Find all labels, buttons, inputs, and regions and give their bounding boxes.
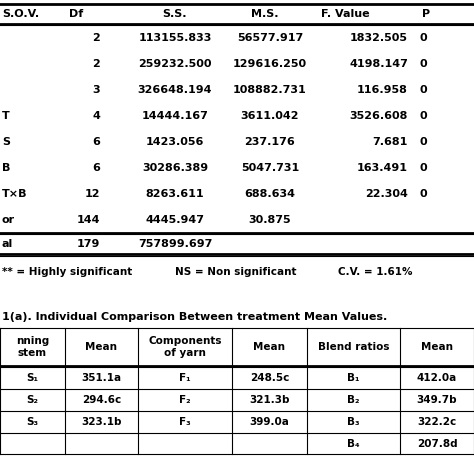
- Text: 294.6c: 294.6c: [82, 395, 121, 405]
- Text: Mean: Mean: [254, 342, 285, 352]
- Text: S.S.: S.S.: [163, 9, 187, 19]
- Text: 12: 12: [84, 189, 100, 199]
- Text: S₃: S₃: [27, 417, 38, 427]
- Text: 163.491: 163.491: [357, 163, 408, 173]
- Text: 1(a). Individual Comparison Between treatment Mean Values.: 1(a). Individual Comparison Between trea…: [2, 312, 387, 322]
- Text: 0: 0: [420, 85, 428, 95]
- Text: 7.681: 7.681: [373, 137, 408, 147]
- Text: M.S.: M.S.: [251, 9, 279, 19]
- Text: 108882.731: 108882.731: [233, 85, 307, 95]
- Text: 248.5c: 248.5c: [250, 373, 289, 383]
- Text: 179: 179: [77, 239, 100, 249]
- Text: 0: 0: [420, 111, 428, 121]
- Text: 56577.917: 56577.917: [237, 33, 303, 43]
- Text: 0: 0: [420, 59, 428, 69]
- Text: 3: 3: [92, 85, 100, 95]
- Text: 4: 4: [92, 111, 100, 121]
- Text: F. Value: F. Value: [321, 9, 370, 19]
- Text: C.V. = 1.61%: C.V. = 1.61%: [338, 267, 412, 277]
- Text: B: B: [2, 163, 10, 173]
- Text: nning
stem: nning stem: [16, 336, 49, 358]
- Text: 22.304: 22.304: [365, 189, 408, 199]
- Text: 30286.389: 30286.389: [142, 163, 208, 173]
- Text: P: P: [422, 9, 430, 19]
- Text: 399.0a: 399.0a: [250, 417, 290, 427]
- Text: 2: 2: [92, 33, 100, 43]
- Text: 207.8d: 207.8d: [417, 439, 457, 449]
- Text: 0: 0: [420, 33, 428, 43]
- Text: B₃: B₃: [347, 417, 360, 427]
- Text: 14444.167: 14444.167: [142, 111, 209, 121]
- Text: 8263.611: 8263.611: [146, 189, 204, 199]
- Text: 326648.194: 326648.194: [138, 85, 212, 95]
- Text: S₂: S₂: [27, 395, 38, 405]
- Text: 1832.505: 1832.505: [350, 33, 408, 43]
- Text: T×B: T×B: [2, 189, 27, 199]
- Text: F₂: F₂: [179, 395, 191, 405]
- Text: S: S: [2, 137, 10, 147]
- Text: 237.176: 237.176: [245, 137, 295, 147]
- Text: 4445.947: 4445.947: [146, 215, 204, 225]
- Text: Mean: Mean: [421, 342, 453, 352]
- Text: or: or: [2, 215, 15, 225]
- Text: Blend ratios: Blend ratios: [318, 342, 389, 352]
- Text: 3611.042: 3611.042: [241, 111, 299, 121]
- Text: S.O.V.: S.O.V.: [2, 9, 39, 19]
- Text: 688.634: 688.634: [245, 189, 295, 199]
- Text: 3526.608: 3526.608: [350, 111, 408, 121]
- Text: 5047.731: 5047.731: [241, 163, 299, 173]
- Text: T: T: [2, 111, 10, 121]
- Text: 412.0a: 412.0a: [417, 373, 457, 383]
- Text: 321.3b: 321.3b: [249, 395, 290, 405]
- Text: S₁: S₁: [27, 373, 38, 383]
- Text: 0: 0: [420, 163, 428, 173]
- Text: 2: 2: [92, 59, 100, 69]
- Text: 0: 0: [420, 189, 428, 199]
- Text: 757899.697: 757899.697: [138, 239, 212, 249]
- Text: al: al: [2, 239, 13, 249]
- Text: Components
of yarn: Components of yarn: [148, 336, 222, 358]
- Text: 113155.833: 113155.833: [138, 33, 212, 43]
- Text: 351.1a: 351.1a: [82, 373, 121, 383]
- Text: 30.875: 30.875: [249, 215, 292, 225]
- Text: 0: 0: [420, 137, 428, 147]
- Text: 4198.147: 4198.147: [349, 59, 408, 69]
- Text: F₁: F₁: [179, 373, 191, 383]
- Text: B₄: B₄: [347, 439, 360, 449]
- Text: 129616.250: 129616.250: [233, 59, 307, 69]
- Text: 349.7b: 349.7b: [417, 395, 457, 405]
- Text: 6: 6: [92, 137, 100, 147]
- Text: 116.958: 116.958: [357, 85, 408, 95]
- Text: NS = Non significant: NS = Non significant: [175, 267, 297, 277]
- Text: 1423.056: 1423.056: [146, 137, 204, 147]
- Text: 322.2c: 322.2c: [418, 417, 456, 427]
- Text: F₃: F₃: [179, 417, 191, 427]
- Text: 323.1b: 323.1b: [81, 417, 122, 427]
- Text: Mean: Mean: [85, 342, 118, 352]
- Text: 144: 144: [76, 215, 100, 225]
- Text: 6: 6: [92, 163, 100, 173]
- Text: ** = Highly significant: ** = Highly significant: [2, 267, 132, 277]
- Text: Df: Df: [69, 9, 83, 19]
- Text: B₂: B₂: [347, 395, 360, 405]
- Text: 259232.500: 259232.500: [138, 59, 212, 69]
- Text: B₁: B₁: [347, 373, 360, 383]
